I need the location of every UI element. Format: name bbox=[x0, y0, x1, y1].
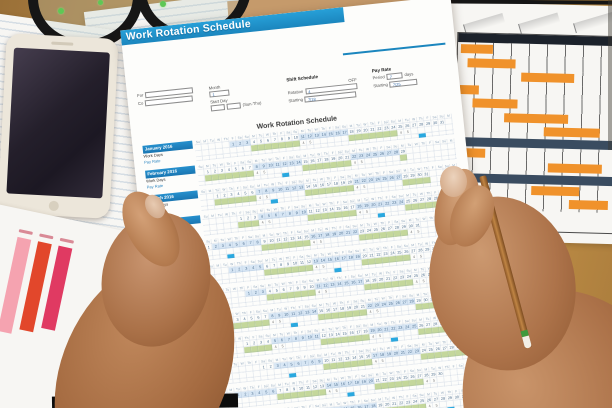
chart-bar-label bbox=[39, 233, 54, 240]
pay-day-cell bbox=[446, 130, 453, 135]
start-day-note: (Sun-Thu) bbox=[242, 100, 262, 108]
gantt-bar bbox=[547, 163, 603, 174]
for-label: For bbox=[136, 92, 144, 99]
month-field: 1 bbox=[209, 89, 230, 98]
gantt-bar bbox=[460, 44, 494, 54]
period-unit: days bbox=[404, 71, 414, 78]
paper-edge-line bbox=[608, 0, 612, 150]
month-labels: February 2016 Work Days Pay Rate bbox=[145, 165, 199, 191]
gantt-bar bbox=[568, 199, 608, 210]
gantt-group-label bbox=[518, 12, 561, 34]
lens-glint-icon bbox=[98, 0, 103, 5]
pay-starting-label: Starting bbox=[373, 81, 389, 89]
period-label: Period bbox=[372, 74, 385, 81]
gantt-bar bbox=[459, 84, 480, 95]
phone-home-button bbox=[48, 200, 60, 212]
gantt-bar bbox=[472, 98, 518, 109]
period-field: 7 bbox=[386, 72, 403, 80]
start-day-field-1 bbox=[210, 104, 226, 112]
gantt-bar bbox=[530, 185, 580, 196]
gantt-bar bbox=[543, 127, 600, 138]
rotation-label: Rotation bbox=[287, 88, 304, 96]
chart-bar-label bbox=[18, 229, 33, 235]
chart-bar-label bbox=[59, 237, 75, 244]
phone-speaker-icon bbox=[51, 41, 74, 46]
gantt-group-label bbox=[463, 13, 506, 35]
lens-glint-icon bbox=[160, 1, 166, 7]
phone-screen bbox=[6, 47, 110, 199]
month-labels: January 2016 Work Days Pay Rate bbox=[142, 140, 196, 166]
smartphone bbox=[0, 33, 119, 219]
gantt-bar bbox=[504, 112, 569, 124]
pay-day-cell bbox=[449, 155, 456, 160]
gantt-group-label bbox=[573, 11, 612, 34]
pay-starting-field: 7/25 bbox=[389, 78, 418, 88]
start-day-field-2 bbox=[226, 102, 242, 110]
gantt-bar bbox=[521, 72, 575, 84]
eyeglasses bbox=[0, 0, 260, 60]
gantt-bar bbox=[467, 57, 516, 68]
co-label: Co bbox=[137, 100, 144, 107]
lens-glint-icon bbox=[58, 8, 64, 14]
shift-starting-label: Starting bbox=[288, 96, 304, 104]
